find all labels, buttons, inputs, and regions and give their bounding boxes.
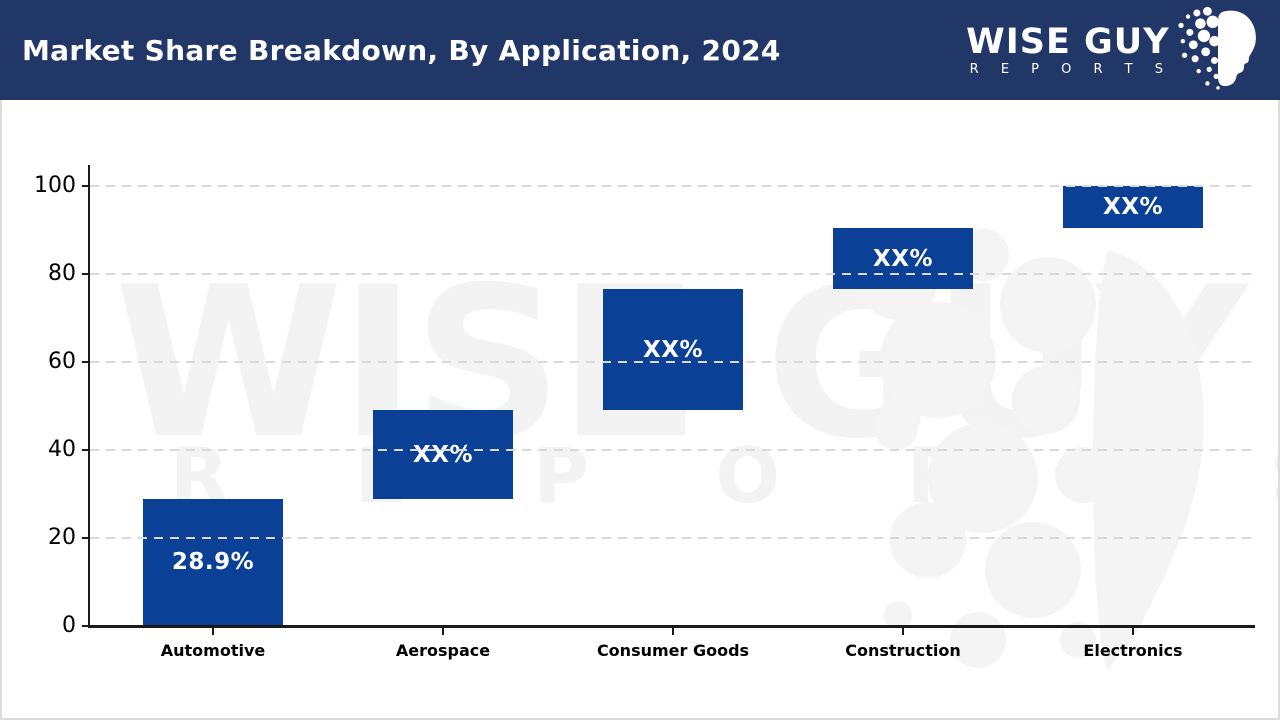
gridline-100 (90, 185, 1255, 187)
watermark-head-icon (858, 229, 1204, 670)
bar-automotive: 28.9% (143, 498, 283, 626)
x-tick-label-aerospace: Aerospace (395, 641, 491, 660)
x-tick-mark-electronics (1132, 627, 1134, 635)
y-tick-label-0: 0 (62, 613, 76, 638)
waterfall-chart: 28.9% Automotive XX% Aerospace XX% Consumer G… (2, 100, 1278, 718)
x-tick-mark-consumer-goods (672, 627, 674, 635)
bar-aerospace: XX% (373, 410, 513, 499)
bar-consumer-goods: XX% (603, 289, 743, 411)
page-title: Market Share Breakdown, By Application, … (22, 33, 781, 67)
bar-value-label: XX% (1102, 193, 1163, 220)
y-tick-mark-80 (82, 273, 90, 275)
bar-construction: XX% (833, 227, 973, 290)
logo-subtitle: R E P O R T S (969, 61, 1172, 77)
y-tick-label-60: 60 (48, 349, 76, 374)
y-axis-line (88, 165, 90, 628)
y-tick-mark-40 (82, 449, 90, 451)
bar-electronics: XX% (1063, 186, 1203, 228)
x-axis-line (88, 625, 1255, 628)
logo-head-icon (1178, 6, 1256, 90)
bar-value-label: XX% (872, 245, 933, 272)
x-tick-mark-construction (902, 627, 904, 635)
y-tick-label-80: 80 (48, 261, 76, 286)
gridline-80 (90, 273, 1255, 275)
y-tick-mark-0 (82, 625, 90, 627)
bar-value-label: XX% (642, 336, 703, 363)
y-tick-mark-20 (82, 537, 90, 539)
x-tick-mark-automotive (212, 627, 214, 635)
gridline-20 (90, 537, 1255, 539)
logo-wordmark: WISE GUY R E P O R T S (964, 21, 1172, 77)
logo-name: WISE GUY (966, 21, 1170, 62)
y-tick-mark-100 (82, 185, 90, 187)
gridline-40 (90, 449, 1255, 451)
y-tick-label-40: 40 (48, 437, 76, 462)
chart-area: WISE GUY R E P O R T S 28.9% Automotive XX… (0, 100, 1280, 720)
y-tick-mark-60 (82, 361, 90, 363)
x-tick-label-electronics: Electronics (1083, 641, 1183, 660)
gridline-60 (90, 361, 1255, 363)
x-tick-mark-aerospace (442, 627, 444, 635)
bar-value-label: 28.9% (171, 549, 255, 576)
header: Market Share Breakdown, By Application, … (0, 0, 1280, 100)
bar-value-label: XX% (412, 441, 473, 468)
x-tick-label-automotive: Automotive (160, 641, 266, 660)
x-tick-label-construction: Construction (845, 641, 961, 660)
x-tick-label-consumer-goods: Consumer Goods (596, 641, 750, 660)
y-tick-label-20: 20 (48, 525, 76, 550)
y-tick-label-100: 100 (34, 173, 76, 198)
wise-guy-logo: WISE GUY R E P O R T S (964, 6, 1266, 94)
